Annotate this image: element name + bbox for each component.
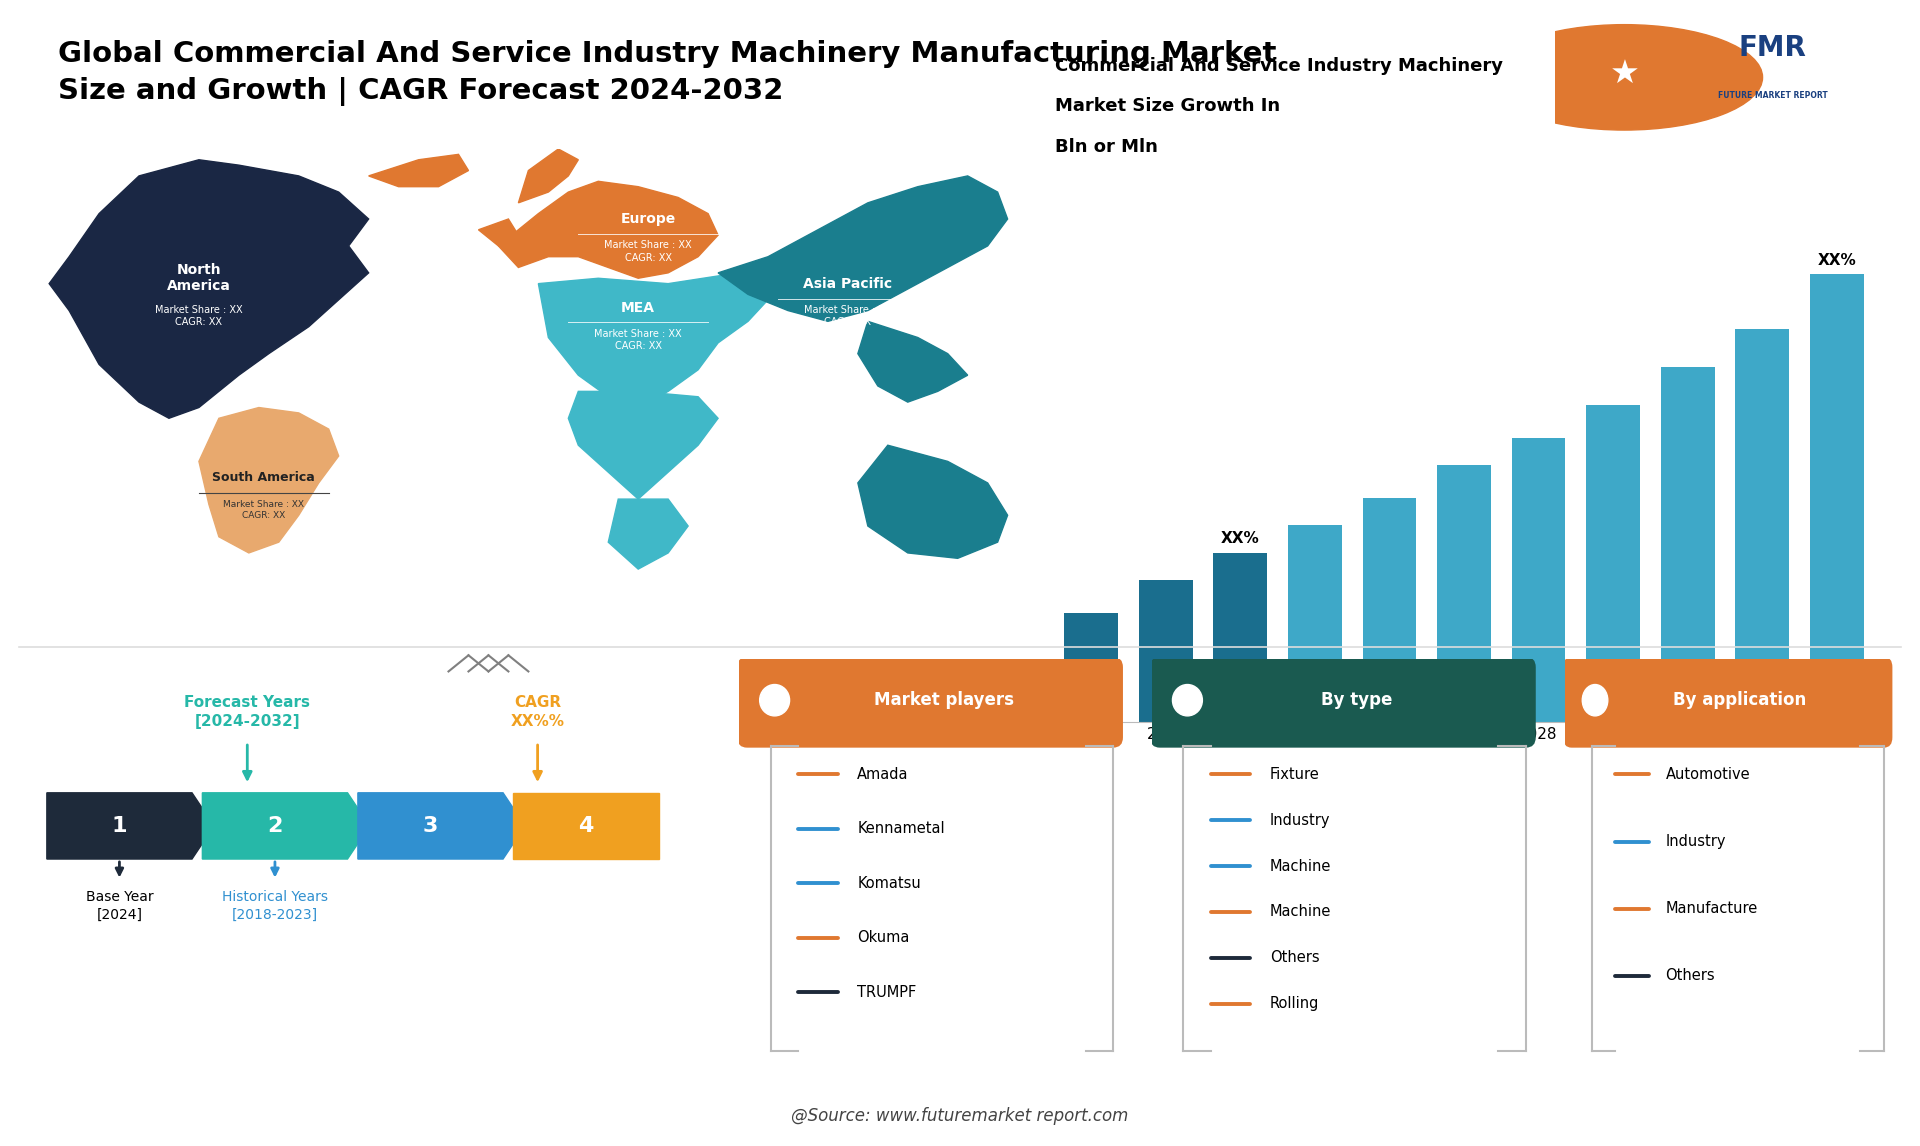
Bar bbox=[1586, 406, 1640, 722]
Bar bbox=[1661, 367, 1715, 722]
Circle shape bbox=[1582, 684, 1607, 716]
Text: FMR: FMR bbox=[1740, 34, 1807, 62]
Circle shape bbox=[1173, 684, 1202, 716]
Circle shape bbox=[760, 684, 789, 716]
Text: CAGR
XX%%: CAGR XX%% bbox=[511, 696, 564, 729]
Text: Machine: Machine bbox=[1271, 904, 1331, 919]
Text: 4: 4 bbox=[578, 816, 593, 835]
FancyBboxPatch shape bbox=[737, 657, 1123, 747]
FancyBboxPatch shape bbox=[1563, 657, 1893, 747]
Polygon shape bbox=[858, 321, 968, 402]
Text: TRUMPF: TRUMPF bbox=[856, 984, 916, 1000]
Polygon shape bbox=[200, 408, 338, 552]
Polygon shape bbox=[478, 219, 518, 246]
Text: Base Year
[2024]: Base Year [2024] bbox=[86, 890, 154, 921]
Polygon shape bbox=[538, 273, 768, 408]
Bar bbox=[1064, 613, 1117, 722]
Text: 3: 3 bbox=[422, 816, 438, 835]
Polygon shape bbox=[568, 391, 718, 500]
Text: Market players: Market players bbox=[874, 691, 1014, 709]
Polygon shape bbox=[858, 445, 1008, 558]
Text: Forecast Years
[2024-2032]: Forecast Years [2024-2032] bbox=[184, 696, 311, 729]
Circle shape bbox=[1486, 25, 1763, 131]
Text: Asia Pacific: Asia Pacific bbox=[803, 276, 893, 291]
Text: Market Share : XX
CAGR: XX: Market Share : XX CAGR: XX bbox=[595, 329, 682, 352]
Text: Komatsu: Komatsu bbox=[856, 876, 922, 890]
Text: ★: ★ bbox=[1609, 58, 1640, 92]
Text: Others: Others bbox=[1271, 950, 1319, 965]
Text: Industry: Industry bbox=[1271, 813, 1331, 827]
Text: XX%: XX% bbox=[1221, 532, 1260, 547]
Text: Industry: Industry bbox=[1665, 834, 1726, 849]
Bar bbox=[1736, 329, 1789, 722]
Text: Market Share : XX
CAGR: XX: Market Share : XX CAGR: XX bbox=[804, 305, 891, 327]
Text: Manufacture: Manufacture bbox=[1665, 901, 1759, 917]
Bar bbox=[1363, 499, 1417, 722]
Text: Europe: Europe bbox=[620, 212, 676, 226]
Text: North
America: North America bbox=[167, 264, 230, 293]
Bar bbox=[1139, 580, 1192, 722]
Text: Commercial And Service Industry Machinery: Commercial And Service Industry Machiner… bbox=[1054, 57, 1503, 76]
Bar bbox=[1288, 526, 1342, 722]
Polygon shape bbox=[369, 155, 468, 187]
Bar bbox=[1511, 438, 1565, 722]
Text: MEA: MEA bbox=[622, 301, 655, 315]
Text: @Source: www.futuremarket report.com: @Source: www.futuremarket report.com bbox=[791, 1107, 1129, 1125]
Polygon shape bbox=[499, 181, 718, 278]
Text: Okuma: Okuma bbox=[856, 931, 910, 945]
Text: Machine: Machine bbox=[1271, 858, 1331, 873]
Text: Automotive: Automotive bbox=[1665, 767, 1751, 782]
Text: 2: 2 bbox=[267, 816, 282, 835]
Polygon shape bbox=[50, 159, 369, 418]
FancyBboxPatch shape bbox=[1150, 657, 1536, 747]
Polygon shape bbox=[513, 793, 659, 860]
Text: Global Commercial And Service Industry Machinery Manufacturing Market
Size and G: Global Commercial And Service Industry M… bbox=[58, 40, 1277, 105]
Bar bbox=[1213, 552, 1267, 722]
Text: Market Size Growth In: Market Size Growth In bbox=[1054, 97, 1281, 116]
Text: Market Share : XX
CAGR: XX: Market Share : XX CAGR: XX bbox=[223, 500, 303, 520]
Text: Others: Others bbox=[1665, 968, 1715, 983]
Polygon shape bbox=[718, 176, 1008, 321]
Text: Market Share : XX
CAGR: XX: Market Share : XX CAGR: XX bbox=[605, 241, 691, 262]
Polygon shape bbox=[609, 500, 687, 570]
Bar bbox=[1811, 274, 1864, 722]
Polygon shape bbox=[357, 793, 526, 860]
Text: Fixture: Fixture bbox=[1271, 767, 1319, 782]
Text: XX%: XX% bbox=[1818, 253, 1857, 268]
Bar bbox=[1438, 465, 1490, 722]
Text: Market Share : XX
CAGR: XX: Market Share : XX CAGR: XX bbox=[156, 305, 242, 327]
Text: By application: By application bbox=[1672, 691, 1807, 709]
Text: Amada: Amada bbox=[856, 767, 908, 782]
Text: Kennametal: Kennametal bbox=[856, 822, 945, 837]
Text: 1: 1 bbox=[111, 816, 127, 835]
Polygon shape bbox=[202, 793, 371, 860]
Text: Rolling: Rolling bbox=[1271, 996, 1319, 1011]
Text: FUTURE MARKET REPORT: FUTURE MARKET REPORT bbox=[1718, 92, 1828, 101]
Polygon shape bbox=[518, 149, 578, 203]
Text: By type: By type bbox=[1321, 691, 1392, 709]
Text: Historical Years
[2018-2023]: Historical Years [2018-2023] bbox=[223, 890, 328, 921]
Text: South America: South America bbox=[213, 471, 315, 484]
Polygon shape bbox=[46, 793, 215, 860]
Text: Bln or Mln: Bln or Mln bbox=[1054, 138, 1158, 156]
